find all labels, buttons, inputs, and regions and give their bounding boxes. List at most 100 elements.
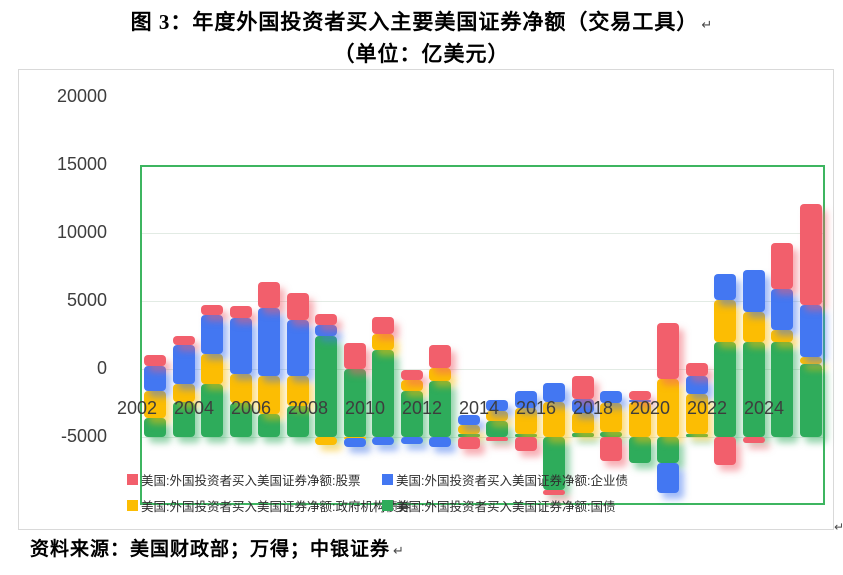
bar-segment [457,424,480,435]
bar-segment [400,390,423,437]
bar-segment [771,242,793,289]
x-tick-label: 2016 [515,398,557,418]
bar-segment [457,434,480,437]
legend-label: 美国:外国投资者买入美国证券净额:企业债 [396,473,628,488]
bar-segment [201,383,223,437]
bar-segment [429,344,451,368]
bar-segment [742,311,765,342]
paragraph-mark-icon: ↵ [393,543,404,558]
legend-swatch-icon [382,499,393,511]
y-tick-label: 15000 [56,154,107,174]
bar-segment [258,375,280,414]
bar-segment [457,415,480,425]
legend-item: 美国:外国投资者买入美国证券净额:企业债 [382,472,628,488]
bar-segment [400,379,423,391]
bar-segment [600,403,622,433]
chart-object-frame: 20000 15000 10000 5000 0 -5000 2002 2004 2006 20… [18,69,834,530]
bar-segment [486,411,508,421]
bar-segment [172,401,195,437]
x-tick-label: 2010 [344,398,386,418]
bar-segment [628,402,651,437]
legend-swatch-icon [382,473,393,485]
bar-segment [286,292,309,321]
bar-segment [571,432,594,437]
bar-segment [799,305,822,357]
legend-label: 美国:外国投资者买入美国证券净额:股票 [141,473,361,488]
bar-segment [172,383,195,402]
bar-segment [799,356,822,364]
bar-segment [571,398,594,414]
chart-unit-subtitle: （单位：亿美元） [333,42,510,66]
bar-segment [600,437,622,462]
bar-segment [400,437,423,444]
legend-swatch-icon [127,473,138,485]
x-tick-label: 2012 [401,398,443,418]
bar-segment [144,355,166,367]
bar-segment [400,369,423,380]
bar-segment [657,378,679,437]
bar-segment [714,274,736,301]
x-tick-label: 2018 [572,398,614,418]
bar-segment [657,437,679,463]
bar-segment [742,341,765,437]
bar-segment [742,270,765,312]
bar-segment [714,341,736,437]
source-line: 资料来源：美国财政部；万得；中银证券 ↵ [30,534,404,561]
bar-segment [543,382,565,402]
bar-segment [543,437,565,491]
bar-segment [429,437,451,447]
bar-segment [571,375,594,399]
bar-segment [229,403,252,437]
x-tick-label: 2020 [629,398,671,418]
bar-segment [628,390,651,401]
legend-item: 美国:外国投资者买入美国证券净额:国债 [382,498,616,514]
source-text: 资料来源：美国财政部；万得；中银证券 [30,539,391,560]
bar-segment [315,437,337,446]
bar-segment [201,305,223,316]
bar-segment [543,401,565,437]
bar-segment [543,490,565,495]
bar-segment [315,313,337,326]
legend-swatch-icon [127,499,138,511]
bar-segment [685,376,708,395]
bar-segment [742,437,765,444]
bar-segment [372,437,394,446]
bar-segment [201,315,223,355]
bar-segment [172,344,195,384]
chart-title-text: 图 3：年度外国投资者买入主要美国证券净额（交易工具） [130,10,699,34]
legend-item: 美国:外国投资者买入美国证券净额:政府机构债券 [127,498,411,514]
bar-segment [315,336,337,437]
bar-segment [714,300,736,342]
paragraph-mark-icon: ↵ [834,520,843,534]
bar-segment [514,390,537,409]
x-tick-label: 2014 [458,398,500,418]
x-tick-label: 2002 [116,398,158,418]
legend-label: 美国:外国投资者买入美国证券净额:政府机构债券 [141,499,411,514]
y-tick-label: -5000 [60,426,107,446]
bar-segment [514,434,537,437]
y-tick-label: 10000 [56,222,107,242]
bar-segment [600,391,622,403]
bar-segment [286,375,309,406]
bar-segment [372,349,394,437]
x-tick-label: 2008 [287,398,329,418]
bar-segment [258,307,280,376]
bar-segment [286,320,309,376]
bar-segment [229,318,252,375]
bar-segment [201,354,223,384]
chart-title: 图 3：年度外国投资者买入主要美国证券净额（交易工具） ↵ [0,6,843,36]
bar-segment [258,413,280,437]
x-tick-label: 2022 [686,398,728,418]
x-tick-label: 2006 [230,398,272,418]
gridline-15000 [142,233,823,234]
x-tick-label: 2004 [173,398,215,418]
bar-segment [144,366,166,391]
bar-segment [486,400,508,412]
bar-segment [172,336,195,345]
bar-segment [457,437,480,450]
bar-segment [144,417,166,437]
bar-segment [685,433,708,437]
bar-segment [514,437,537,451]
bar-segment [657,322,679,379]
legend-label: 美国:外国投资者买入美国证券净额:国债 [396,499,616,514]
